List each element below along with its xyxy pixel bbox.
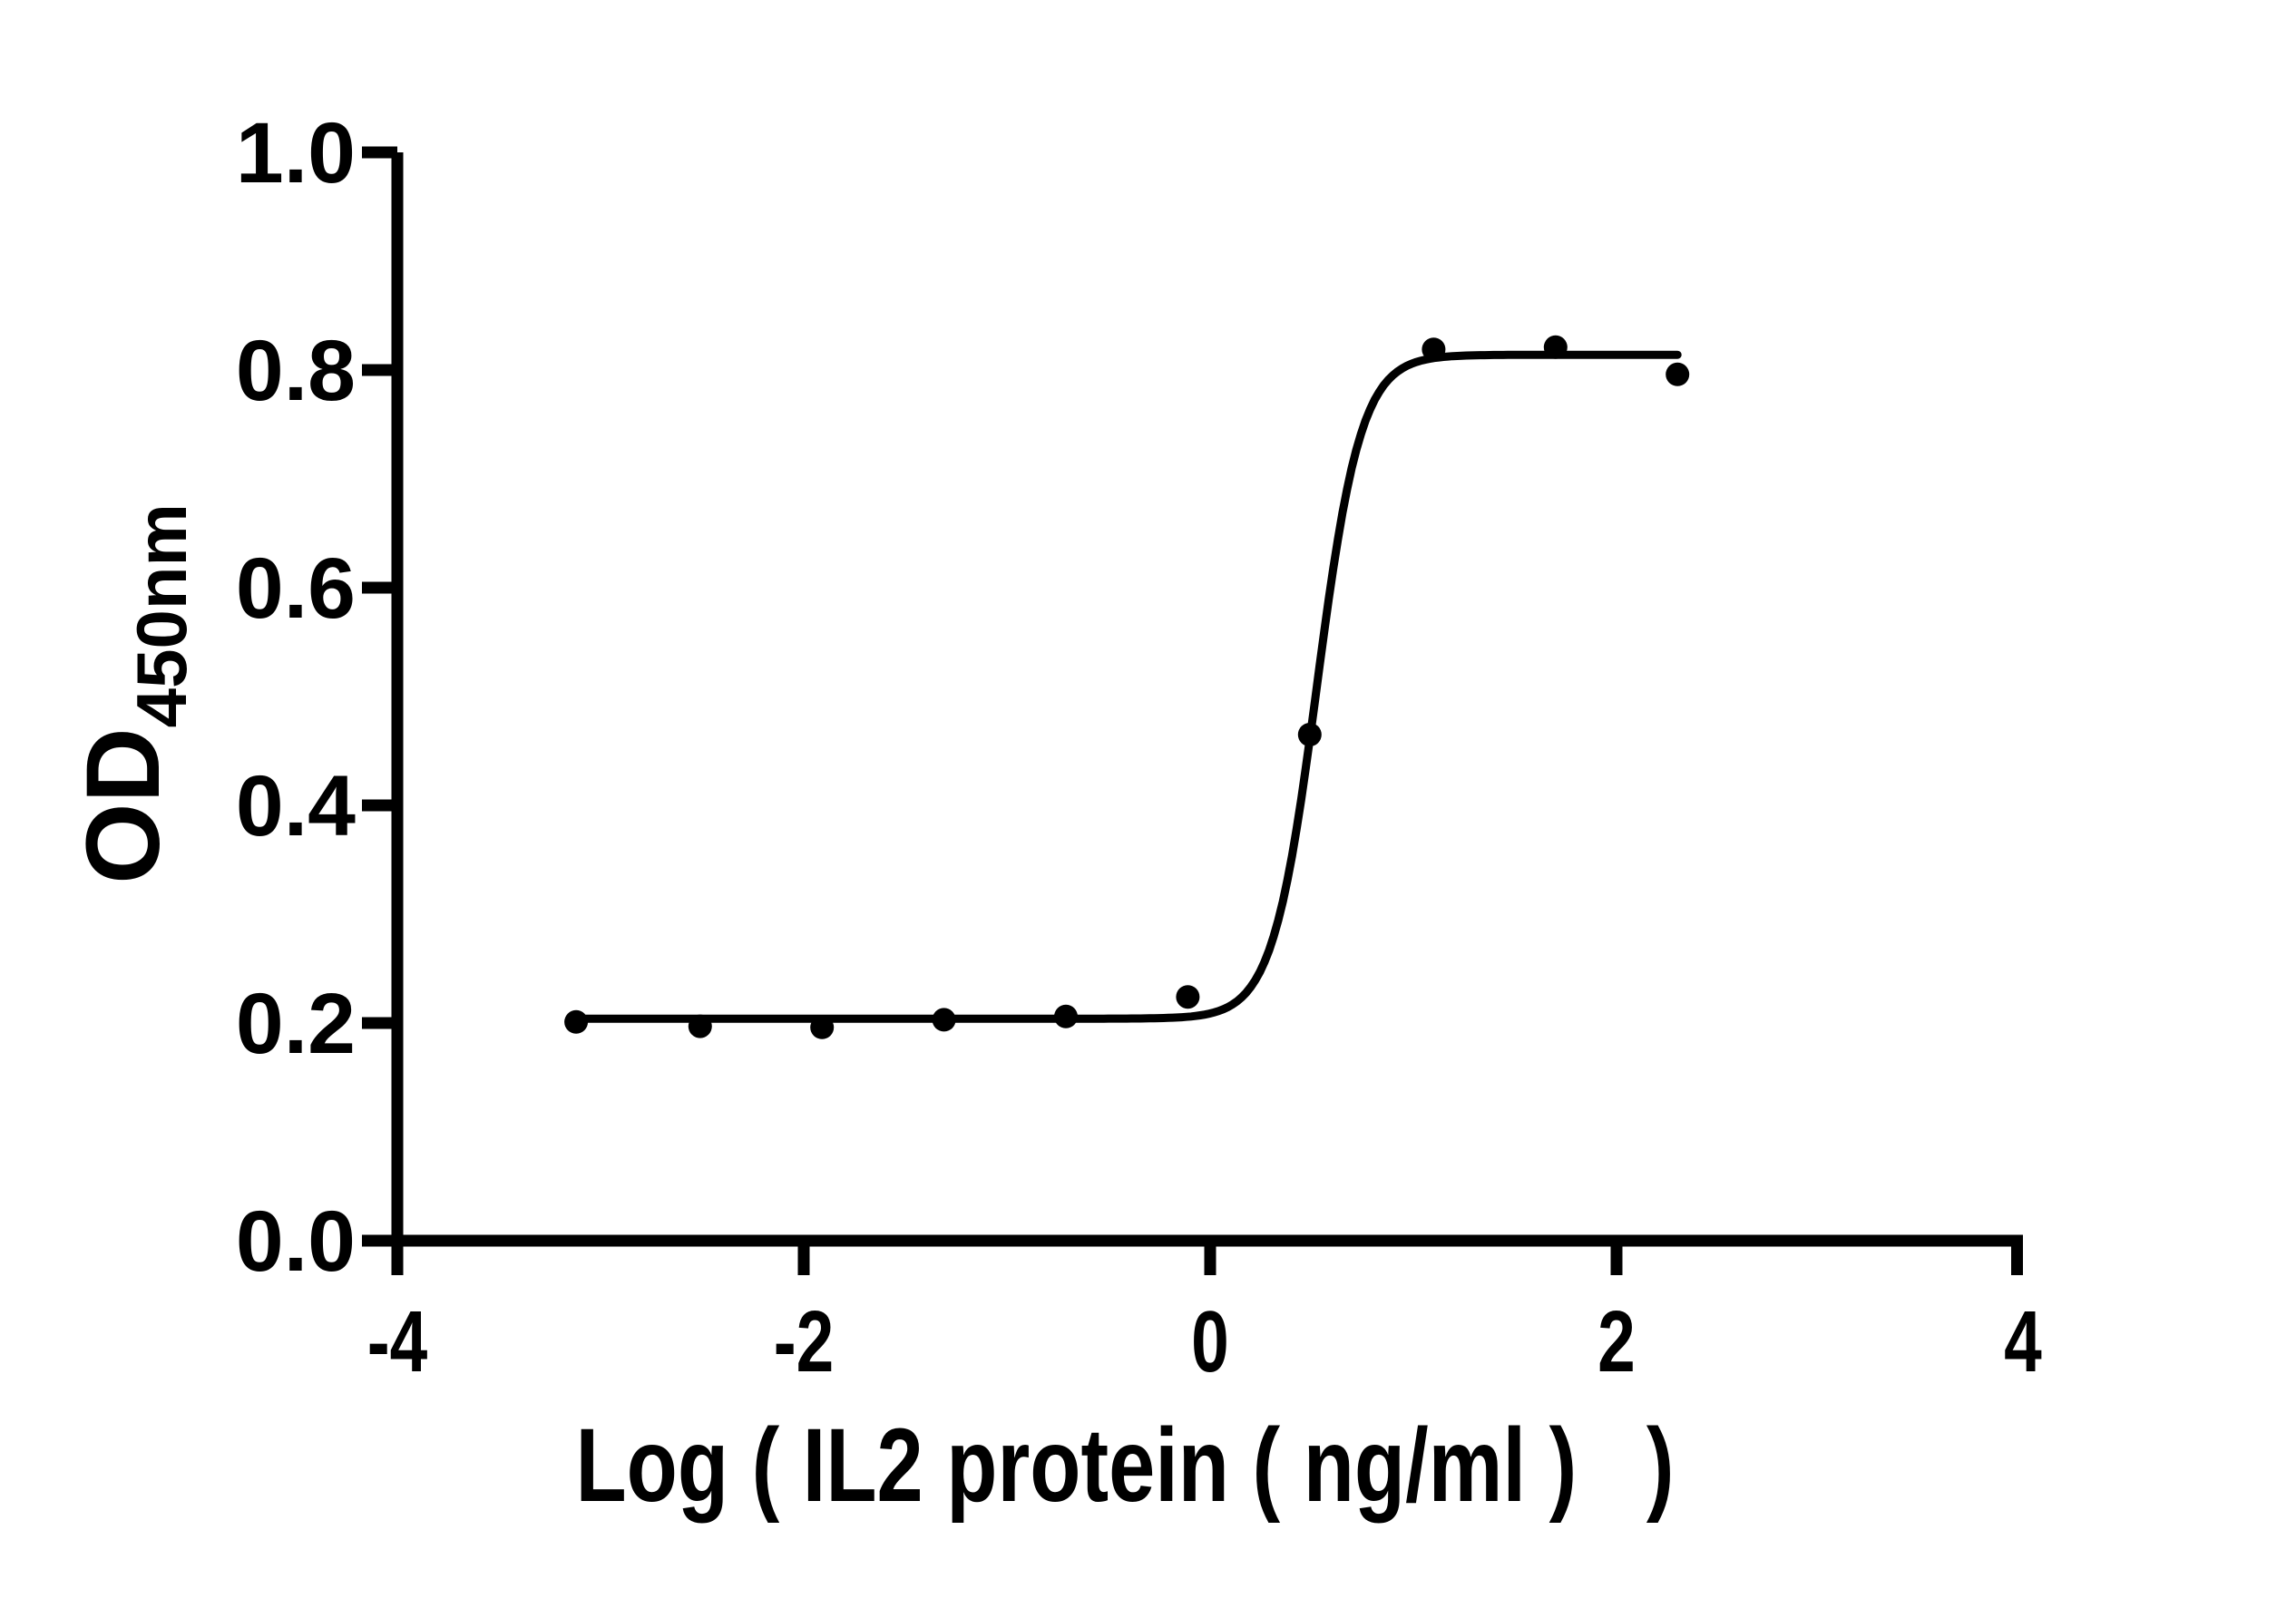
plot-area (564, 335, 1690, 1039)
data-point (688, 1014, 712, 1038)
y-tick-label: 0.4 (236, 758, 356, 854)
y-tick-label: 1.0 (236, 105, 356, 201)
axes: -4 -2 0 2 4 0.0 0.2 0.4 0.6 0.8 1.0 (236, 105, 2042, 1390)
y-tick-label: 0.0 (236, 1194, 356, 1290)
x-tick-label: -4 (367, 1293, 428, 1390)
x-tick-label: -2 (774, 1293, 835, 1390)
x-tick-label: 0 (1191, 1293, 1229, 1390)
y-axis-title-subscript: 450nm (122, 503, 201, 727)
data-point (932, 1008, 956, 1032)
data-point (1054, 1004, 1078, 1028)
data-point (1176, 985, 1200, 1009)
data-point (810, 1015, 835, 1039)
y-tick-label: 0.8 (236, 323, 356, 419)
data-point (564, 1009, 589, 1034)
x-tick-label: 4 (2004, 1293, 2042, 1390)
y-axis-title: OD450nm (65, 503, 201, 884)
fit-curve (572, 350, 1682, 1023)
y-axis-title-main: OD (65, 727, 181, 884)
data-point (1422, 337, 1446, 362)
data-point (1297, 723, 1322, 746)
x-tick-label: 2 (1597, 1293, 1636, 1390)
x-axis-title: Log ( IL2 protein ( ng/ml ) ) (575, 1408, 1674, 1524)
y-tick-label: 0.6 (236, 541, 356, 637)
data-point (1666, 362, 1690, 386)
y-tick-label: 0.2 (236, 976, 356, 1072)
data-point (1543, 335, 1568, 359)
